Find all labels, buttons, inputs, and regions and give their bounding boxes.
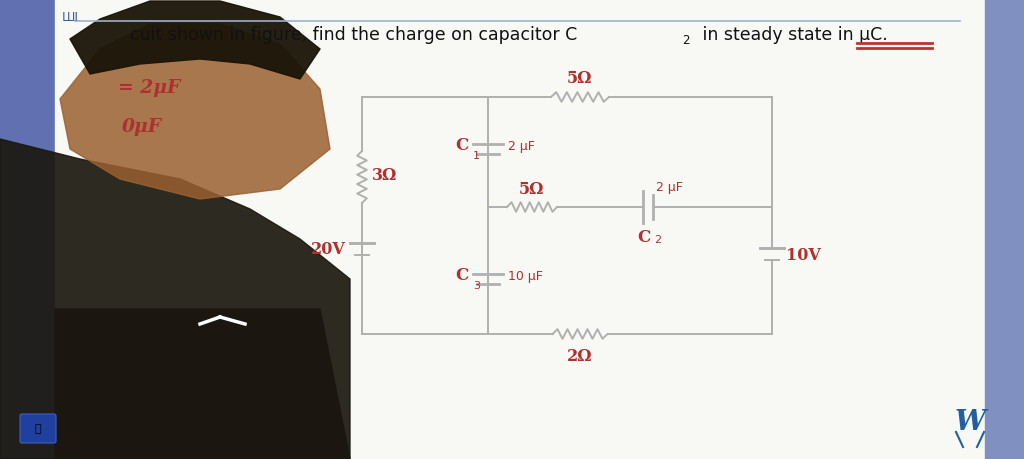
Text: cuit shown in figure, find the charge on capacitor C: cuit shown in figure, find the charge on… xyxy=(130,26,578,44)
Polygon shape xyxy=(0,140,350,459)
FancyBboxPatch shape xyxy=(20,414,56,443)
Text: C: C xyxy=(637,229,650,246)
Text: 2 μF: 2 μF xyxy=(508,140,535,153)
Text: in steady state in μC.: in steady state in μC. xyxy=(697,26,888,44)
Bar xyxy=(0,0,55,459)
Text: 2: 2 xyxy=(682,34,689,47)
Text: 5Ω: 5Ω xyxy=(567,70,593,87)
Polygon shape xyxy=(70,2,319,80)
Text: 10V: 10V xyxy=(786,246,821,263)
Text: = 2μF: = 2μF xyxy=(118,79,180,97)
Text: 📖: 📖 xyxy=(35,423,41,433)
Text: 5Ω: 5Ω xyxy=(519,180,545,197)
Text: 0μF: 0μF xyxy=(122,118,162,136)
Text: W: W xyxy=(954,409,985,436)
Text: 2: 2 xyxy=(654,235,662,245)
Text: 3Ω: 3Ω xyxy=(372,167,397,184)
Text: 3: 3 xyxy=(473,280,480,291)
Text: 2 μF: 2 μF xyxy=(656,181,683,194)
Text: 2Ω: 2Ω xyxy=(567,347,593,364)
Bar xyxy=(985,0,1024,459)
Text: 1: 1 xyxy=(473,151,480,161)
Polygon shape xyxy=(55,309,350,459)
Text: 20V: 20V xyxy=(311,241,346,258)
Text: 10 μF: 10 μF xyxy=(508,270,543,283)
Text: ШI: ШI xyxy=(62,11,79,24)
Polygon shape xyxy=(60,25,330,200)
Text: C: C xyxy=(456,137,469,154)
Text: C: C xyxy=(456,267,469,284)
